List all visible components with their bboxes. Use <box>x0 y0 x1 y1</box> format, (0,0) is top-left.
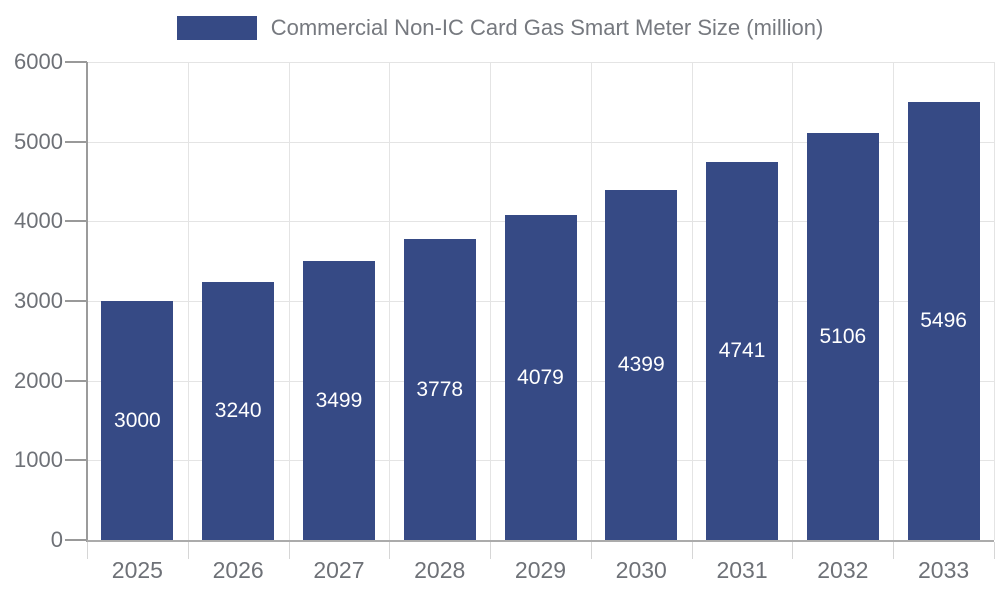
y-tick-label: 2000 <box>14 367 63 393</box>
y-axis-tick <box>65 379 87 382</box>
y-tick-label: 1000 <box>14 447 63 473</box>
bar[interactable] <box>302 261 375 540</box>
x-tick-label: 2027 <box>313 557 365 583</box>
x-axis-tick <box>87 542 88 559</box>
x-axis-tick <box>187 542 189 559</box>
gridline-vertical <box>187 62 189 540</box>
y-tick-label: 4000 <box>14 208 63 234</box>
x-axis-tick <box>792 542 794 559</box>
bar-value-label: 3499 <box>315 388 363 412</box>
x-tick-label: 2032 <box>817 557 869 583</box>
y-tick-label: 0 <box>50 527 63 552</box>
x-axis-tick <box>691 542 693 559</box>
x-axis-tick <box>893 542 895 559</box>
x-axis-tick <box>288 542 290 559</box>
bar[interactable] <box>907 102 980 540</box>
y-axis-tick <box>65 140 87 143</box>
bar[interactable] <box>403 239 476 540</box>
x-tick-label: 2025 <box>111 557 163 583</box>
y-axis-tick <box>65 61 87 63</box>
y-tick-label: 3000 <box>14 288 63 313</box>
bar-value-label: 3778 <box>416 377 464 401</box>
bar-value-label: 5106 <box>819 324 867 348</box>
bar-value-label: 3240 <box>214 398 262 422</box>
bar[interactable] <box>605 189 678 540</box>
y-axis-tick <box>65 300 87 302</box>
y-axis-tick <box>65 459 87 462</box>
bar[interactable] <box>202 281 275 540</box>
x-tick-label: 2029 <box>514 557 567 583</box>
gridline-vertical <box>288 62 290 540</box>
gridline-vertical <box>792 62 794 540</box>
gridline-vertical <box>590 62 592 540</box>
x-tick-label: 2030 <box>615 557 667 583</box>
x-tick-label: 2033 <box>918 557 970 583</box>
x-axis-tick <box>389 542 391 559</box>
bar-value-label: 4741 <box>718 339 766 363</box>
bar[interactable] <box>504 215 577 540</box>
gridline-vertical <box>490 62 492 540</box>
bar-value-label: 4079 <box>517 365 564 389</box>
gridline-horizontal <box>87 62 994 63</box>
gridline-horizontal <box>87 141 994 143</box>
bar[interactable] <box>101 301 174 540</box>
legend-label: Commercial Non-IC Card Gas Smart Meter S… <box>270 15 824 40</box>
y-tick-label: 5000 <box>14 128 63 154</box>
x-axis-tick <box>590 542 592 559</box>
bar[interactable] <box>806 133 879 540</box>
y-axis-line <box>86 62 88 542</box>
bar-value-label: 3000 <box>114 408 161 432</box>
legend[interactable]: Commercial Non-IC Card Gas Smart Meter S… <box>0 15 1000 41</box>
y-axis-tick <box>65 220 87 223</box>
x-tick-label: 2028 <box>414 557 466 583</box>
x-tick-label: 2031 <box>716 557 768 583</box>
x-tick-label: 2026 <box>212 557 264 583</box>
bar-value-label: 5496 <box>920 309 967 333</box>
legend-swatch <box>176 16 257 40</box>
y-tick-label: 6000 <box>14 49 63 74</box>
gridline-vertical <box>994 62 995 540</box>
gridline-vertical <box>389 62 391 540</box>
x-axis-line <box>87 540 994 542</box>
gridline-vertical <box>691 62 693 540</box>
bar[interactable] <box>706 162 779 540</box>
bar-value-label: 4399 <box>617 352 665 376</box>
x-axis-tick <box>994 542 995 559</box>
y-axis-tick <box>65 539 87 541</box>
gridline-vertical <box>893 62 895 540</box>
x-axis-tick <box>490 542 492 559</box>
